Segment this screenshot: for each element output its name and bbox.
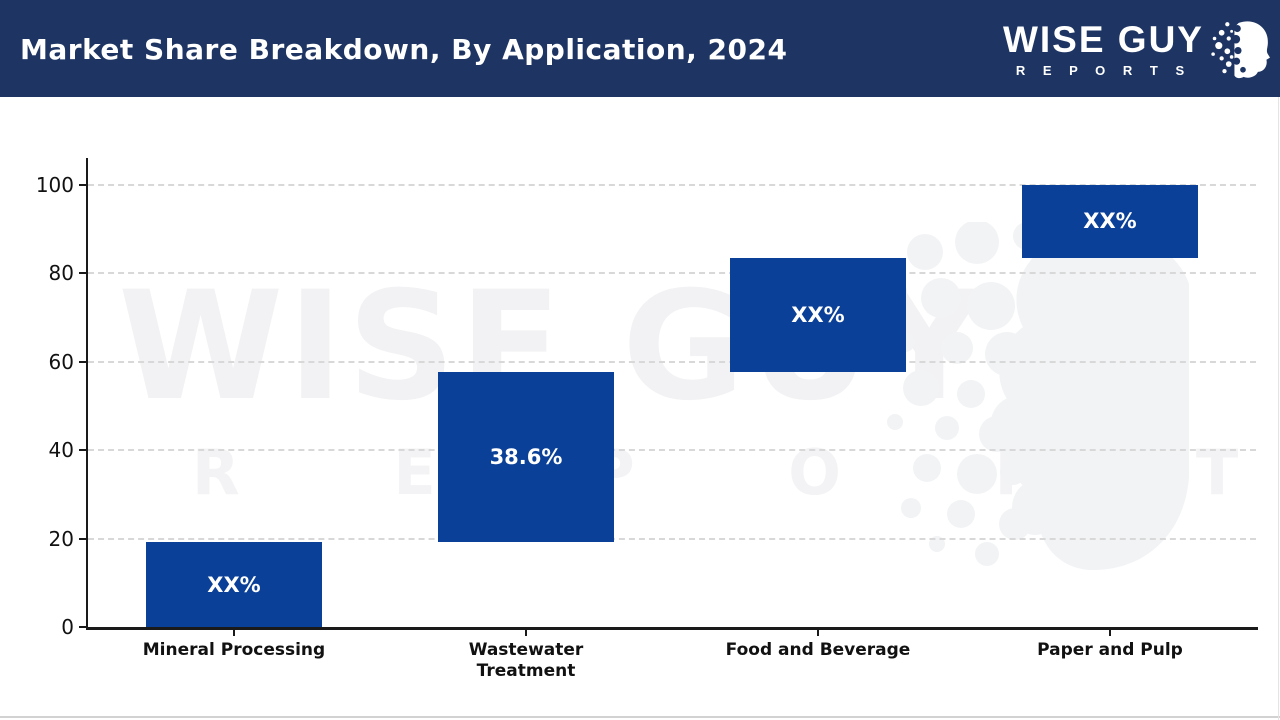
- y-axis-tick-label: 20: [48, 526, 74, 551]
- chart-bar-mineral-processing: XX%: [146, 542, 322, 627]
- x-axis-tick-mark: [525, 629, 527, 636]
- bottom-divider: [0, 716, 1280, 718]
- y-axis-tick-label: 100: [35, 173, 74, 197]
- x-axis-category-label: Food and Beverage: [725, 640, 911, 660]
- y-axis-tick-label: 60: [48, 349, 74, 374]
- x-axis-category-label: Mineral Processing: [142, 640, 326, 660]
- page-title: Market Share Breakdown, By Application, …: [20, 33, 788, 66]
- y-axis-tick-mark: [79, 449, 87, 452]
- right-edge-divider: [1278, 97, 1279, 720]
- chart-bar-food-and-beverage: XX%: [730, 257, 906, 372]
- chart-bar-wastewater-treatment: 38.6%: [438, 371, 614, 543]
- brand-name: WISE GUY: [1002, 18, 1204, 60]
- x-axis-category-label: Wastewater Treatment: [468, 640, 584, 681]
- gridline: [88, 537, 1256, 540]
- brand-logo: WISE GUY R E P O R T S: [1003, 8, 1270, 90]
- y-axis-tick-label: 40: [48, 438, 74, 463]
- watermark-face-icon: [865, 220, 1195, 606]
- bar-value-label: 38.6%: [489, 444, 563, 469]
- chart-bar-paper-and-pulp: XX%: [1022, 185, 1198, 258]
- y-axis-tick-label: 80: [48, 261, 74, 286]
- brand-subtitle: R E P O R T S: [1015, 62, 1192, 78]
- x-axis-category-label: Paper and Pulp: [1037, 640, 1183, 660]
- header-band: Market Share Breakdown, By Application, …: [0, 0, 1280, 97]
- x-axis: [86, 627, 1258, 630]
- gridline: [88, 360, 1256, 363]
- y-axis-tick-mark: [79, 537, 87, 540]
- y-axis-tick-mark: [79, 184, 87, 186]
- gridline: [88, 184, 1256, 186]
- bar-value-label: XX%: [791, 302, 845, 327]
- y-axis-tick-mark: [79, 360, 87, 363]
- x-axis-tick-mark: [817, 629, 819, 636]
- y-axis-tick-mark: [79, 272, 87, 275]
- bar-value-label: XX%: [1083, 209, 1137, 234]
- bar-value-label: XX%: [207, 572, 261, 597]
- gridline: [88, 272, 1256, 275]
- y-axis-tick-mark: [79, 626, 87, 628]
- y-axis-tick-label: 0: [61, 615, 74, 639]
- y-axis: [86, 158, 88, 629]
- x-axis-tick-mark: [1109, 629, 1111, 636]
- gridline: [88, 449, 1256, 452]
- x-axis-tick-mark: [233, 629, 235, 636]
- wise-guy-face-icon: [1206, 8, 1270, 90]
- brand-logo-text: WISE GUY R E P O R T S: [1003, 21, 1204, 78]
